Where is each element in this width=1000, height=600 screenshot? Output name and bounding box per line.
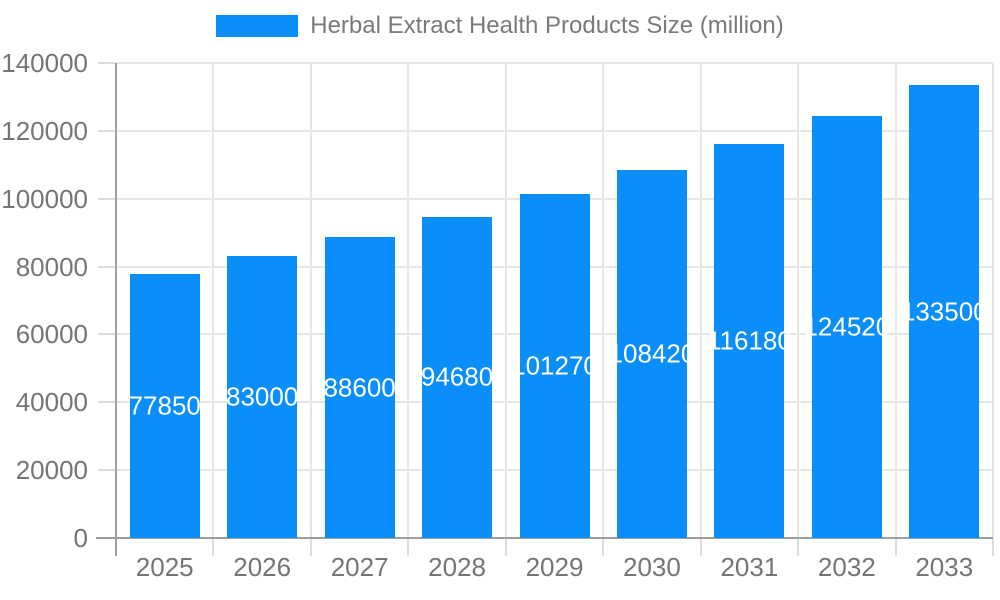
legend-label: Herbal Extract Health Products Size (mil…	[310, 12, 784, 39]
y-axis-tick-label: 140000	[1, 48, 88, 78]
legend-item[interactable]: Herbal Extract Health Products Size (mil…	[216, 12, 784, 40]
x-tick-mark	[504, 538, 507, 556]
y-tick-mark	[98, 265, 116, 268]
x-gridline	[212, 63, 215, 538]
x-axis-tick-label: 2033	[915, 552, 974, 582]
x-tick-mark	[894, 538, 897, 556]
y-tick-mark	[98, 469, 116, 472]
y-axis-tick-label: 60000	[15, 319, 88, 350]
x-gridline	[992, 63, 994, 538]
y-tick-mark	[98, 197, 116, 200]
y-tick-mark	[98, 129, 116, 132]
x-axis-tick-label: 2029	[525, 552, 584, 582]
y-axis-tick-label: 20000	[15, 455, 88, 486]
x-axis-tick-label: 2030	[623, 552, 681, 582]
bar-value-label: 83000	[226, 381, 299, 412]
x-gridline	[602, 63, 605, 538]
x-axis-tick-label: 2031	[720, 552, 779, 582]
y-tick-mark	[98, 401, 116, 404]
y-axis-tick-label: 120000	[1, 115, 88, 146]
y-tick-mark	[98, 333, 116, 336]
bar-value-label: 88600	[323, 372, 396, 403]
x-tick-mark	[602, 538, 605, 556]
bar-2033[interactable]: 133500	[901, 85, 988, 538]
x-axis-tick-label: 2032	[817, 552, 876, 582]
bar-value-label: 77850	[128, 390, 201, 421]
y-axis-tick-label: 0	[73, 523, 88, 553]
bar-2028[interactable]: 94680	[420, 216, 494, 538]
x-axis-tick-label: 2028	[428, 552, 486, 582]
y-axis-tick-label: 80000	[15, 251, 88, 282]
x-tick-mark	[699, 538, 702, 556]
x-gridline	[797, 63, 800, 538]
bar-value-label: 116180	[706, 325, 792, 356]
legend: Herbal Extract Health Products Size (mil…	[0, 0, 1000, 52]
x-tick-mark	[797, 538, 800, 556]
plot-area: 0 20000 40000 60000 80000 100000 120000 140000 7…	[1, 48, 994, 582]
bar-2026[interactable]: 83000	[226, 256, 299, 538]
x-gridline	[894, 63, 897, 538]
x-gridline	[309, 63, 312, 538]
x-tick-mark	[212, 538, 215, 556]
x-axis-tick-label: 2027	[330, 552, 389, 582]
x-tick-mark	[992, 538, 994, 556]
x-gridline	[407, 63, 410, 538]
y-gridline	[116, 62, 993, 64]
bar-value-label: 94680	[420, 361, 494, 392]
bar-2025[interactable]: 77850	[128, 273, 201, 538]
bar-2031[interactable]: 116180	[707, 143, 792, 538]
x-tick-mark	[407, 538, 410, 556]
x-gridline	[699, 63, 702, 538]
y-axis-line	[115, 63, 117, 556]
x-axis-tick-label: 2025	[135, 552, 194, 582]
legend-swatch-icon	[216, 15, 299, 37]
bar-value-label: 101270	[511, 350, 598, 381]
bar-2029[interactable]: 101270	[511, 194, 598, 538]
x-tick-mark	[309, 538, 312, 556]
x-axis-tick-label: 2026	[233, 552, 292, 582]
bar-value-label: 133500	[900, 296, 988, 327]
y-axis-tick-label: 40000	[15, 387, 88, 418]
x-gridline	[504, 63, 507, 538]
bar-value-label: 108420	[608, 338, 696, 369]
x-axis-line	[96, 537, 993, 539]
y-tick-mark	[98, 62, 116, 64]
y-axis-tick-label: 100000	[1, 183, 88, 214]
y-gridline	[116, 129, 993, 132]
bar-value-label: 124520	[803, 311, 891, 342]
bar-2027[interactable]: 88600	[323, 237, 396, 538]
bar-2030[interactable]: 108420	[609, 170, 695, 538]
bar-2032[interactable]: 124520	[803, 115, 890, 538]
